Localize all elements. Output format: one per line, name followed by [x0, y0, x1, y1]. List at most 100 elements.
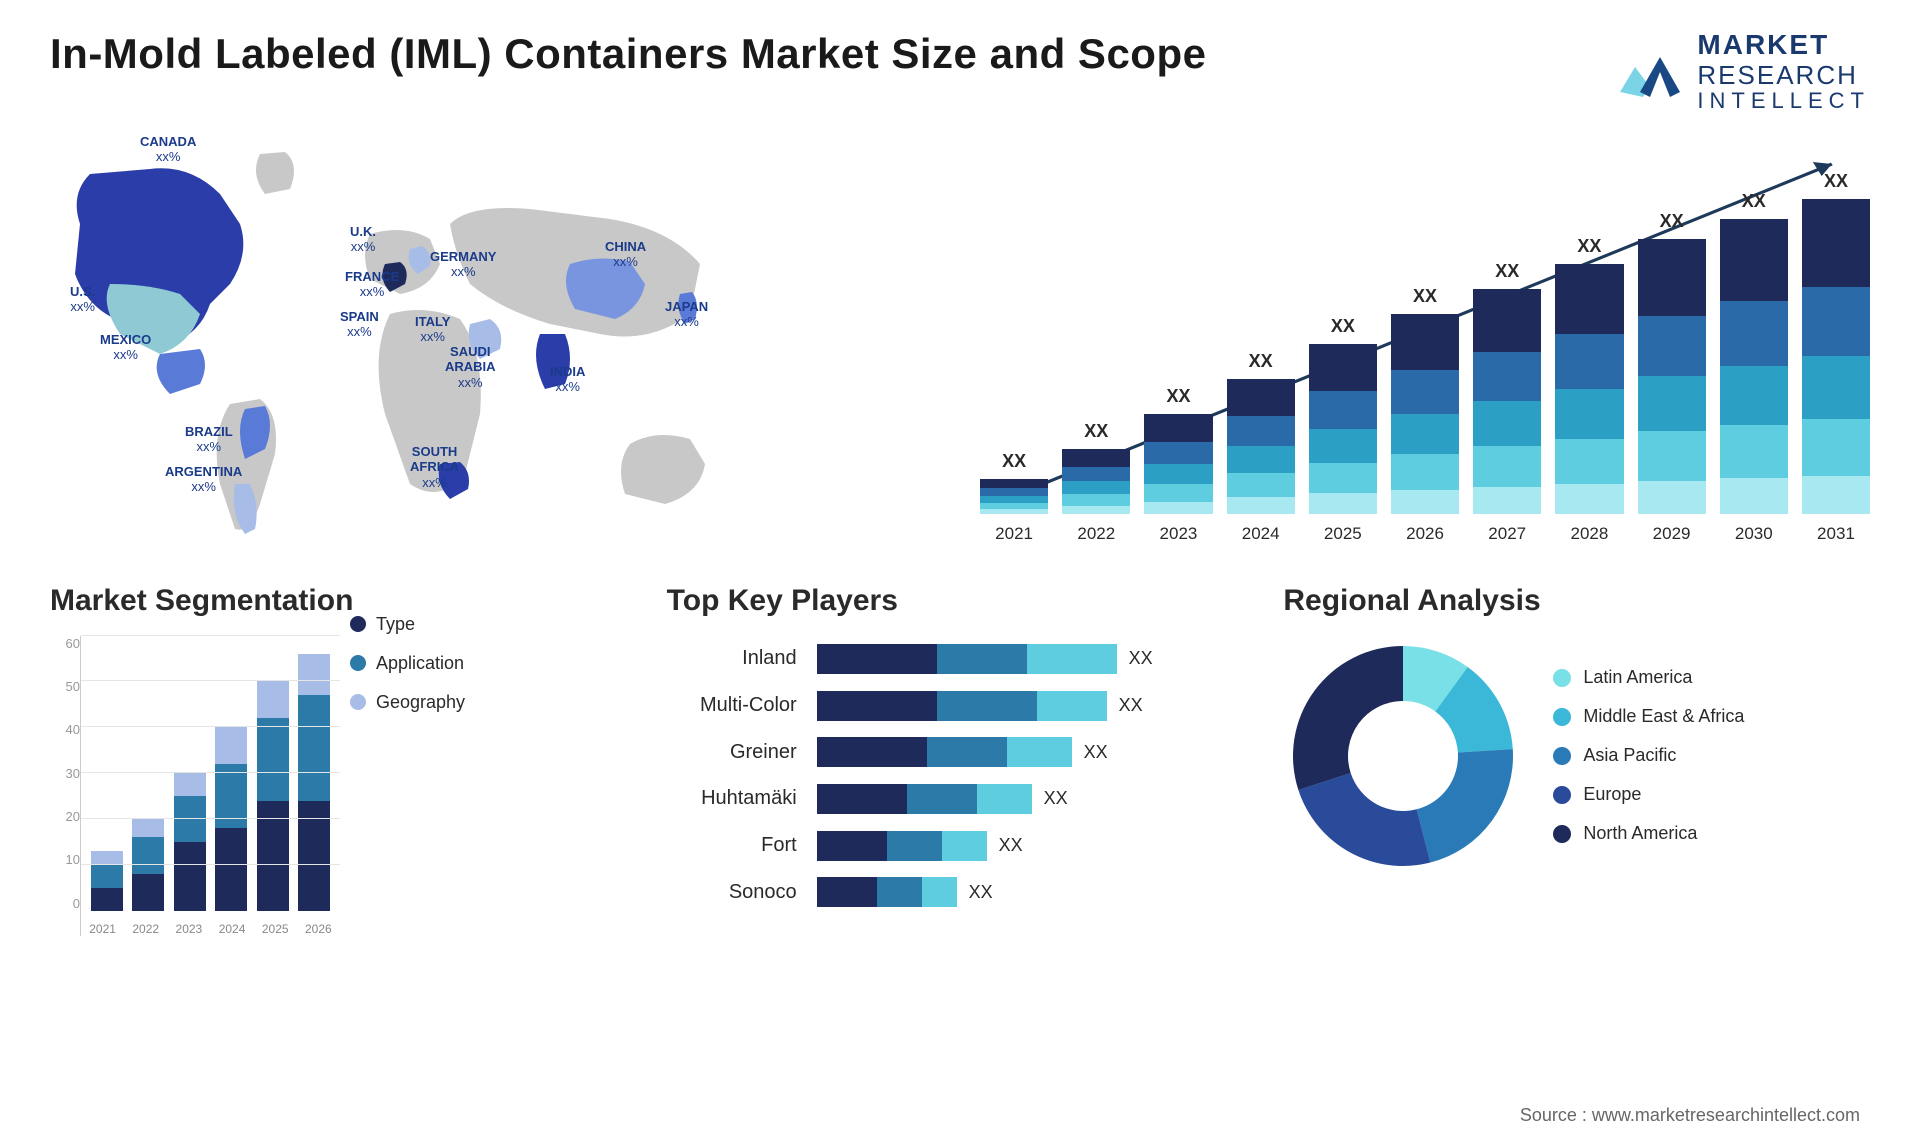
regional-legend: Latin America Middle East & Africa Asia Pa… [1553, 667, 1744, 844]
logo-line3: INTELLECT [1697, 89, 1870, 113]
growth-bar-segment [1555, 334, 1623, 389]
growth-bar-label: XX [1309, 316, 1377, 337]
growth-xlabel: 2021 [980, 524, 1048, 544]
kp-bar [817, 691, 1107, 721]
seg-bar-segment [215, 727, 247, 764]
kp-bar-segment [977, 784, 1032, 814]
header: In-Mold Labeled (IML) Containers Market … [50, 30, 1870, 114]
growth-bar: XX [1638, 239, 1706, 514]
growth-bar-segment [1144, 484, 1212, 502]
seg-bar-segment [91, 851, 123, 865]
growth-xlabel: 2022 [1062, 524, 1130, 544]
growth-xlabel: 2027 [1473, 524, 1541, 544]
growth-bar-segment [1473, 289, 1541, 352]
growth-bar-segment [1638, 239, 1706, 316]
kp-bar-segment [817, 644, 937, 674]
legend-dot-icon [1553, 708, 1571, 726]
growth-chart: XXXXXXXXXXXXXXXXXXXXXX 20212022202320242… [980, 134, 1870, 544]
seg-ytick: 30 [66, 766, 80, 781]
kp-row: XX [817, 735, 1254, 769]
map-label: CHINAxx% [605, 239, 646, 270]
donut-chart-icon [1283, 636, 1523, 876]
kp-bar-segment [1027, 644, 1117, 674]
seg-bar-segment [298, 695, 330, 800]
growth-xlabel: 2028 [1555, 524, 1623, 544]
seg-bar-segment [298, 654, 330, 695]
ra-legend-item: Latin America [1553, 667, 1744, 688]
seg-bar [298, 654, 330, 911]
growth-bar-segment [1473, 487, 1541, 514]
kp-row: XX [817, 689, 1254, 723]
seg-bar-segment [174, 842, 206, 911]
donut-slice [1299, 773, 1431, 866]
seg-bar [257, 681, 289, 910]
seg-ytick: 0 [73, 896, 80, 911]
growth-bar-label: XX [1391, 286, 1459, 307]
growth-bar: XX [1144, 414, 1212, 514]
kp-value-label: XX [1129, 648, 1153, 669]
map-label: INDIAxx% [550, 364, 585, 395]
growth-bar-segment [1555, 439, 1623, 484]
growth-bar-label: XX [1555, 236, 1623, 257]
segmentation-title: Market Segmentation [50, 584, 637, 618]
map-label: FRANCExx% [345, 269, 399, 300]
growth-bar-segment [1802, 199, 1870, 287]
growth-bar-segment [1062, 494, 1130, 506]
kp-row: XX [817, 829, 1254, 863]
legend-dot-icon [1553, 786, 1571, 804]
seg-bar-segment [215, 828, 247, 911]
growth-bar-label: XX [1638, 211, 1706, 232]
legend-dot-icon [1553, 747, 1571, 765]
donut-slice [1417, 749, 1513, 862]
ra-legend-label: Latin America [1583, 667, 1692, 688]
kp-row: XX [817, 782, 1254, 816]
growth-bar: XX [1802, 199, 1870, 514]
growth-bar: XX [1720, 219, 1788, 514]
ra-legend-label: Middle East & Africa [1583, 706, 1744, 727]
seg-bar-segment [257, 718, 289, 801]
kp-bar-segment [817, 784, 907, 814]
seg-ytick: 40 [66, 722, 80, 737]
map-label: U.K.xx% [350, 224, 376, 255]
kp-bar [817, 737, 1072, 767]
seg-gridline [81, 726, 340, 727]
kp-bar-segment [1037, 691, 1107, 721]
segmentation-legend: TypeApplicationGeography [350, 614, 465, 731]
legend-dot-icon [1553, 825, 1571, 843]
growth-bar-segment [1638, 481, 1706, 514]
page-title: In-Mold Labeled (IML) Containers Market … [50, 30, 1206, 78]
seg-bar [174, 773, 206, 910]
map-label: SPAINxx% [340, 309, 379, 340]
growth-bar-segment [1227, 379, 1295, 417]
key-players-title: Top Key Players [667, 584, 1254, 618]
map-label: GERMANYxx% [430, 249, 496, 280]
kp-bar-segment [942, 831, 987, 861]
seg-xlabel: 2025 [262, 922, 289, 936]
seg-gridline [81, 772, 340, 773]
growth-bar-segment [980, 509, 1048, 513]
map-label: ITALYxx% [415, 314, 450, 345]
growth-bar-segment [1473, 446, 1541, 487]
logo-mark-icon [1615, 42, 1685, 102]
seg-bar-segment [132, 837, 164, 874]
growth-bar-segment [1391, 370, 1459, 414]
growth-bar-segment [1227, 497, 1295, 513]
growth-bar-segment [1227, 473, 1295, 497]
growth-bar-segment [1720, 478, 1788, 513]
kp-player-label: Huhtamäki [701, 787, 797, 810]
kp-row: XX [817, 875, 1254, 909]
ra-legend-item: Asia Pacific [1553, 745, 1744, 766]
growth-bar: XX [1473, 289, 1541, 514]
kp-player-label: Greiner [730, 741, 797, 764]
kp-value-label: XX [1084, 742, 1108, 763]
growth-bar-label: XX [1802, 171, 1870, 192]
growth-bar-segment [1638, 316, 1706, 377]
growth-bar-segment [1720, 301, 1788, 366]
segmentation-chart: 6050403020100 202120222023202420252026 [50, 636, 637, 936]
seg-legend-item: Application [350, 653, 465, 674]
growth-xlabel: 2024 [1227, 524, 1295, 544]
growth-bar-segment [1227, 446, 1295, 473]
kp-bar [817, 831, 987, 861]
seg-ytick: 20 [66, 809, 80, 824]
growth-bar-segment [1391, 454, 1459, 490]
